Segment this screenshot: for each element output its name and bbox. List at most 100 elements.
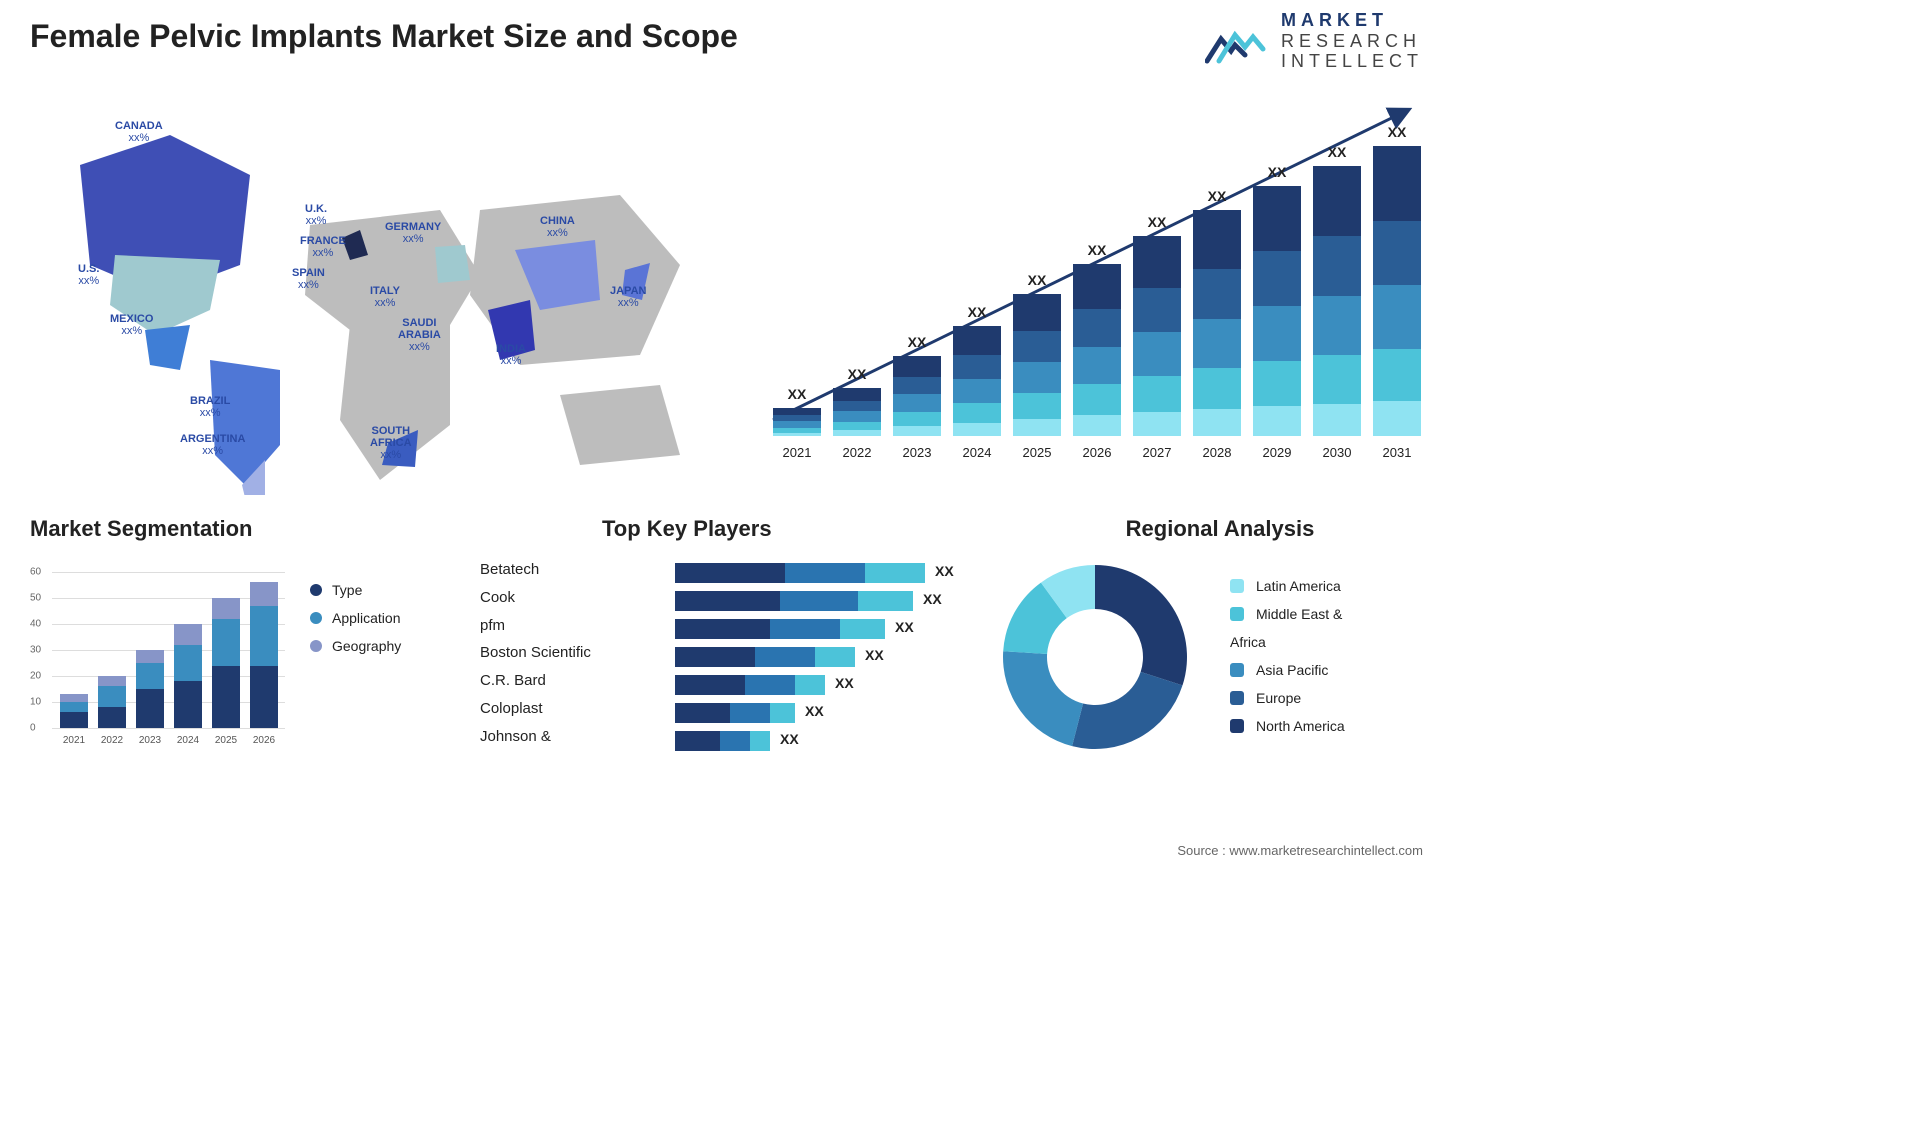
map-region [435,245,470,283]
regional-legend: Latin AmericaMiddle East &AfricaAsia Pac… [1230,572,1345,740]
bar-2025 [1013,294,1061,436]
player-bar: XX [675,588,975,616]
bar-value-label: XX [848,366,867,382]
map-label: FRANCExx% [300,235,346,259]
y-tick: 20 [30,671,41,682]
map-label: ITALYxx% [370,285,400,309]
map-label: CHINAxx% [540,215,575,239]
player-bar: XX [675,700,975,728]
segmentation-heading: Market Segmentation [30,516,470,542]
brand-logo: MARKET RESEARCH INTELLECT [1205,10,1423,72]
segmentation-chart: 0 10 20 30 40 50 60 2021 2022 2023 2024 2025 2026 [30,556,285,746]
players-panel: Top Key Players BetatechCookpfmBoston Sc… [480,516,980,746]
x-label: 2026 [253,735,275,746]
regional-panel: Regional Analysis Latin AmericaMiddle Ea… [1000,516,1440,746]
seg-bar-2026 [250,582,278,728]
bar-value-label: XX [1328,144,1347,160]
legend-item: Asia Pacific [1230,656,1345,684]
segmentation-panel: Market Segmentation 0 10 20 30 40 50 60 2021 202… [30,516,470,746]
bar-value-label: XX [1388,124,1407,140]
legend-item: Type [310,576,401,604]
donut-slice [1072,672,1182,749]
map-label: INDIAxx% [496,343,526,367]
x-label: 2031 [1383,445,1412,460]
x-label: 2024 [177,735,199,746]
logo-line2: RESEARCH [1281,31,1423,52]
seg-bar-2025 [212,598,240,728]
player-value: XX [935,563,954,579]
x-label: 2027 [1143,445,1172,460]
y-tick: 40 [30,619,41,630]
x-label: 2025 [215,735,237,746]
legend-item: Geography [310,632,401,660]
bar-value-label: XX [1208,188,1227,204]
y-tick: 30 [30,645,41,656]
regional-donut [1000,562,1190,752]
y-tick: 60 [30,567,41,578]
x-label: 2028 [1203,445,1232,460]
bar-2024 [953,326,1001,436]
bar-2023 [893,356,941,436]
map-region [210,360,280,485]
map-label: SAUDIARABIAxx% [398,317,441,353]
player-value: XX [895,619,914,635]
bar-2028 [1193,210,1241,436]
logo-line1: MARKET [1281,10,1388,30]
map-label: SPAINxx% [292,267,325,291]
bar-value-label: XX [1028,272,1047,288]
bar-2026 [1073,264,1121,436]
seg-bar-2021 [60,694,88,728]
bar-value-label: XX [788,386,807,402]
donut-slice [1003,651,1083,746]
player-bar: XX [675,560,975,588]
bar-2027 [1133,236,1181,436]
map-label: U.S.xx% [78,263,99,287]
players-list: BetatechCookpfmBoston ScientificC.R. Bar… [480,556,591,750]
x-label: 2029 [1263,445,1292,460]
map-label: JAPANxx% [610,285,646,309]
x-label: 2022 [101,735,123,746]
seg-bar-2023 [136,650,164,728]
legend-item: Europe [1230,684,1345,712]
player-name: Cook [480,584,591,612]
regional-heading: Regional Analysis [1000,516,1440,542]
y-tick: 0 [30,723,36,734]
player-value: XX [865,647,884,663]
players-heading: Top Key Players [602,516,772,542]
x-label: 2026 [1083,445,1112,460]
source-credit: Source : www.marketresearchintellect.com [1177,843,1423,858]
player-bar: XX [675,728,975,756]
player-name: pfm [480,612,591,640]
bar-2029 [1253,186,1301,436]
player-value: XX [923,591,942,607]
map-label: BRAZILxx% [190,395,230,419]
segmentation-legend: TypeApplicationGeography [310,576,401,660]
players-bars: XXXXXXXXXXXXXX [675,560,975,756]
map-region [560,385,680,465]
world-map: CANADAxx%U.S.xx%MEXICOxx%BRAZILxx%ARGENT… [20,95,710,495]
seg-bar-2024 [174,624,202,728]
player-bar: XX [675,672,975,700]
player-value: XX [780,731,799,747]
map-label: U.K.xx% [305,203,327,227]
bar-2022 [833,388,881,436]
x-label: 2021 [783,445,812,460]
seg-bar-2022 [98,676,126,728]
y-tick: 50 [30,593,41,604]
x-label: 2021 [63,735,85,746]
map-label: CANADAxx% [115,120,163,144]
bar-value-label: XX [1268,164,1287,180]
legend-item: North America [1230,712,1345,740]
y-tick: 10 [30,697,41,708]
player-name: Johnson & [480,723,591,751]
player-name: Coloplast [480,695,591,723]
main-bar-chart: 2021XX2022XX2023XX2024XX2025XX2026XX2027… [763,100,1423,460]
player-name: Betatech [480,556,591,584]
x-label: 2023 [139,735,161,746]
legend-item: Latin America [1230,572,1345,600]
logo-line3: INTELLECT [1281,51,1423,72]
bar-2021 [773,408,821,436]
x-label: 2023 [903,445,932,460]
x-label: 2030 [1323,445,1352,460]
map-label: ARGENTINAxx% [180,433,245,457]
